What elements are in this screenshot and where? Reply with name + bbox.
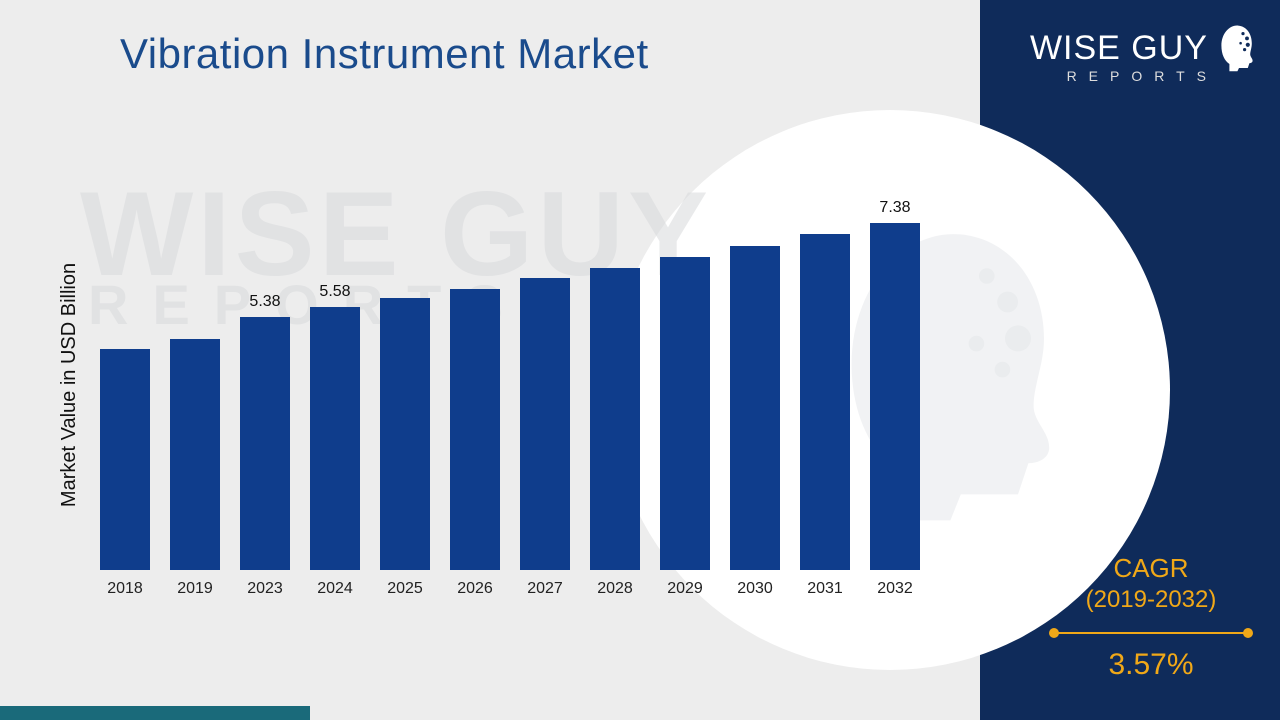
bar: 2028 (590, 170, 640, 570)
bar: 2026 (450, 170, 500, 570)
bar-rect (100, 349, 150, 570)
x-tick-label: 2023 (230, 580, 300, 598)
bar-value-label: 7.38 (860, 199, 930, 217)
cagr-divider (1054, 632, 1248, 634)
bar-rect (870, 223, 920, 570)
logo-main-row: WISE GUY (996, 24, 1256, 72)
x-tick-label: 2029 (650, 580, 720, 598)
chart-title: Vibration Instrument Market (120, 30, 649, 78)
bar-value-label: 5.38 (230, 293, 300, 311)
bar: 2031 (800, 170, 850, 570)
bar-rect (520, 278, 570, 570)
bar-rect (240, 317, 290, 570)
brand-logo: WISE GUY REPORTS (996, 24, 1256, 84)
bar: 5.382023 (240, 170, 290, 570)
bar-rect (730, 246, 780, 570)
bar-rect (450, 289, 500, 570)
x-tick-label: 2026 (440, 580, 510, 598)
bar: 2027 (520, 170, 570, 570)
x-tick-label: 2031 (790, 580, 860, 598)
x-tick-label: 2024 (300, 580, 370, 598)
bar: 7.382032 (870, 170, 920, 570)
logo-head-icon (1214, 24, 1256, 72)
bar-value-label: 5.58 (300, 283, 370, 301)
cagr-block: CAGR (2019-2032) 3.57% (1046, 553, 1256, 682)
bar: 2018 (100, 170, 150, 570)
bar: 2029 (660, 170, 710, 570)
x-tick-label: 2018 (90, 580, 160, 598)
bar: 2030 (730, 170, 780, 570)
x-tick-label: 2027 (510, 580, 580, 598)
x-tick-label: 2028 (580, 580, 650, 598)
bar: 2019 (170, 170, 220, 570)
bar-rect (380, 298, 430, 570)
bar: 5.582024 (310, 170, 360, 570)
cagr-title: CAGR (1046, 553, 1256, 584)
x-tick-label: 2032 (860, 580, 930, 598)
x-tick-label: 2030 (720, 580, 790, 598)
x-tick-label: 2019 (160, 580, 230, 598)
logo-main-text: WISE GUY (1030, 29, 1208, 68)
bar: 2025 (380, 170, 430, 570)
bottom-left-accent (0, 706, 310, 720)
cagr-value: 3.57% (1046, 648, 1256, 682)
y-axis-label: Market Value in USD Billion (58, 263, 81, 507)
bar-rect (800, 234, 850, 570)
cagr-period: (2019-2032) (1046, 586, 1256, 614)
bar-chart: Market Value in USD Billion 201820195.38… (50, 150, 950, 620)
plot-area: 2018 2019 5.382023 5.582024 2025 2026 2027 2028… (100, 170, 940, 570)
bar-rect (310, 307, 360, 570)
bar-rect (660, 257, 710, 570)
bar-rect (170, 339, 220, 570)
bar-rect (590, 268, 640, 570)
logo-sub-text: REPORTS (996, 68, 1218, 84)
x-tick-label: 2025 (370, 580, 440, 598)
